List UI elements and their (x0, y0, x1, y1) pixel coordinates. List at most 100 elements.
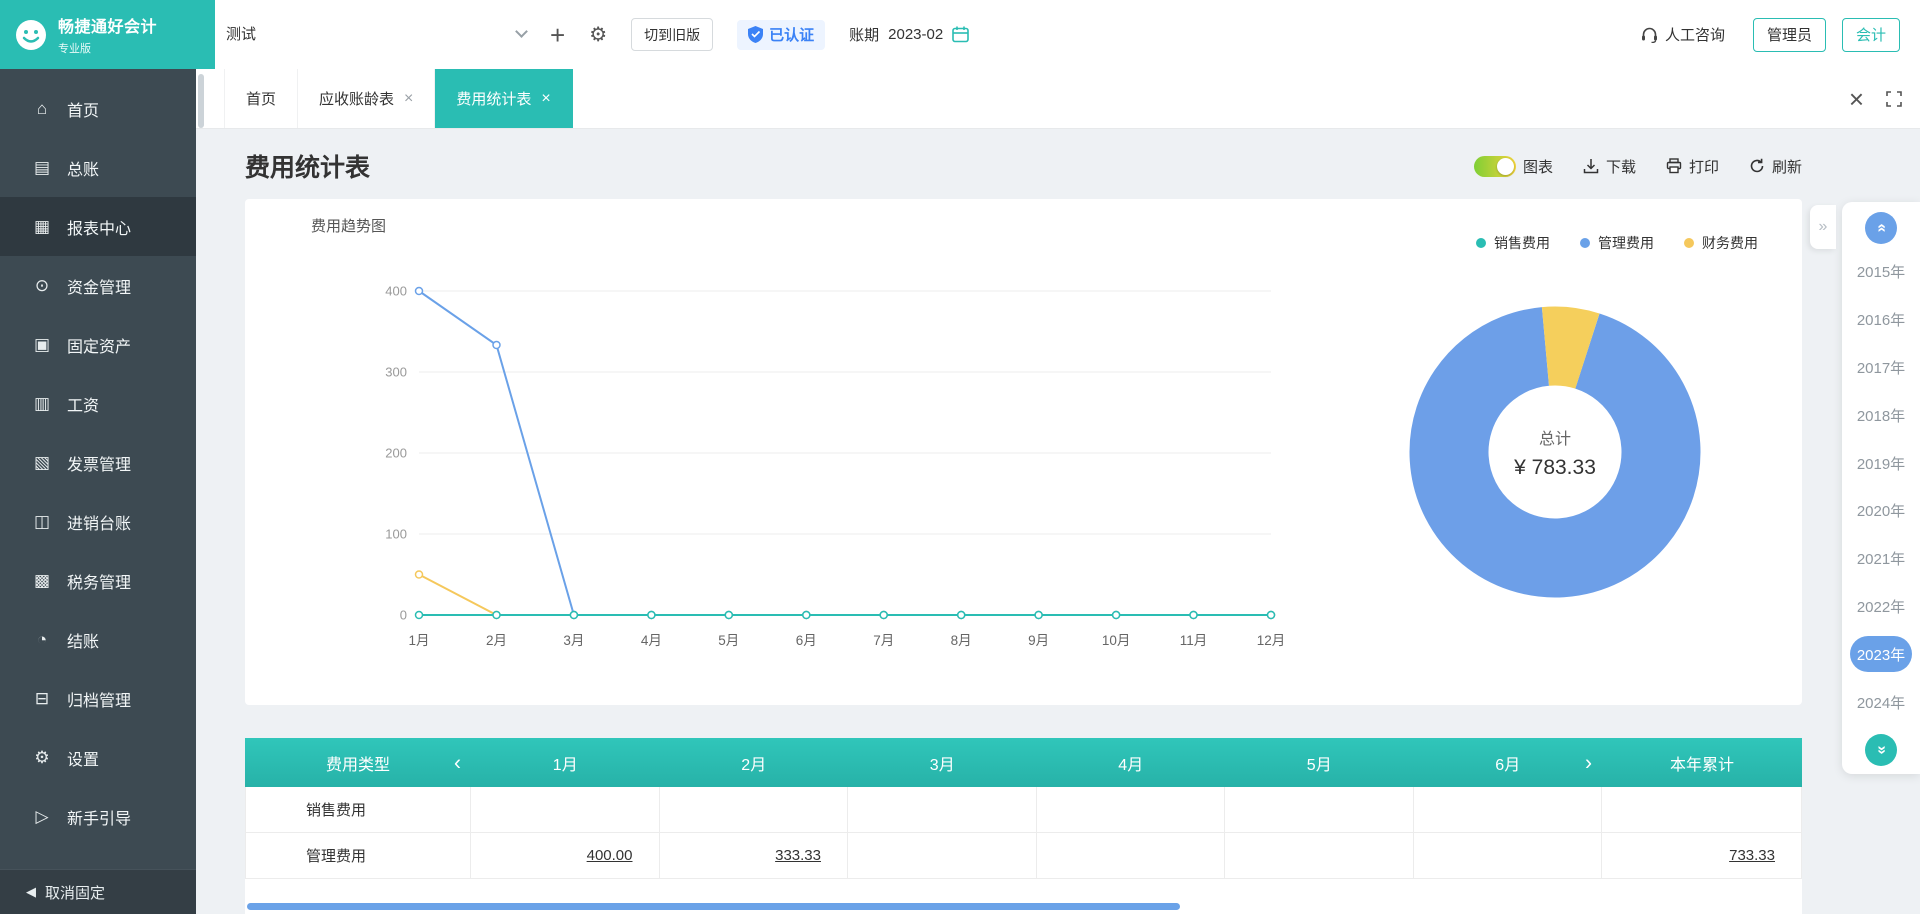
sidebar-item-home[interactable]: ⌂ 首页 (0, 79, 196, 138)
svg-text:8月: 8月 (951, 633, 972, 648)
print-label: 打印 (1688, 158, 1719, 176)
sidebar-item-label: 结账 (67, 633, 100, 651)
download-button[interactable]: 下载 (1583, 156, 1636, 177)
accountant-button[interactable]: 会计 (1841, 17, 1900, 52)
next-months-icon[interactable]: › (1585, 751, 1592, 774)
table-cell (471, 787, 660, 833)
sidebar-item-archive[interactable]: ⊟ 归档管理 (0, 669, 196, 728)
year-item-2024[interactable]: 2024年 (1856, 694, 1906, 712)
prev-months-icon[interactable]: ‹ (454, 751, 461, 774)
tab-home[interactable]: 首页 (224, 69, 299, 128)
manual-consult-button[interactable]: 人工咨询 (1641, 24, 1725, 45)
column-header-label: 费用类型 (325, 756, 390, 774)
svg-text:400: 400 (385, 284, 407, 299)
legend-item[interactable]: 销售费用 (1476, 233, 1550, 253)
sidebar-item-invoice[interactable]: ▧ 发票管理 (0, 433, 196, 492)
column-header-label: 2月 (741, 756, 767, 774)
column-header-label: 6月 (1495, 756, 1521, 774)
logo-icon (13, 17, 49, 53)
column-header: 2月 (660, 738, 849, 787)
sidebar-item-label: 工资 (67, 397, 100, 415)
guide-icon: ▷ (35, 806, 49, 826)
expense-table: 费用类型 ‹ 1月 2月 3月 4月 5月 6月 › 本年累计 销售费用 管理费用 400.00 333… (245, 738, 1802, 914)
expense-trend-chart: 0 100 200 300 400 1月 2月 3月 4月 5月 6月 7月 8月 9月 10月 11月 12月 (385, 284, 1285, 649)
svg-text:2月: 2月 (486, 633, 507, 648)
year-scroll-down-button[interactable]: » (1865, 734, 1897, 766)
account-set-select[interactable]: 测试 (226, 23, 528, 46)
tab-expense-statistics[interactable]: 费用统计表 × (435, 69, 573, 128)
sidebar-item-settings[interactable]: ⚙ 设置 (0, 728, 196, 787)
year-item-2016[interactable]: 2016年 (1856, 312, 1906, 330)
sidebar-item-fixed-assets[interactable]: ▣ 固定资产 (0, 315, 196, 374)
table-cell (1602, 787, 1802, 833)
sidebar-item-tax[interactable]: ▩ 税务管理 (0, 551, 196, 610)
logo-title: 畅捷通好会计 (58, 19, 158, 36)
sidebar-item-label: 税务管理 (67, 574, 132, 592)
report-icon: ▦ (33, 216, 51, 236)
sidebar-item-label: 发票管理 (67, 456, 132, 474)
year-item-2023[interactable]: 2023年 (1850, 636, 1912, 673)
expense-donut-chart (1409, 306, 1701, 598)
period-value[interactable]: 2023-02 (888, 26, 944, 43)
sidebar-item-label: 报表中心 (67, 220, 132, 238)
year-item-2015[interactable]: 2015年 (1856, 264, 1906, 282)
column-header-label: 5月 (1306, 756, 1332, 774)
print-button[interactable]: 打印 (1666, 156, 1719, 177)
tax-icon: ▩ (33, 570, 51, 590)
sidebar-item-purchase-sale[interactable]: ◫ 进销台账 (0, 492, 196, 551)
year-item-2020[interactable]: 2020年 (1856, 503, 1906, 521)
sidebar-item-general-ledger[interactable]: ▤ 总账 (0, 138, 196, 197)
year-panel-collapse-handle[interactable]: » (1810, 205, 1836, 249)
close-tabs-icon[interactable]: × (1848, 83, 1864, 114)
sidebar-item-guide[interactable]: ▷ 新手引导 (0, 787, 196, 846)
switch-old-version-button[interactable]: 切到旧版 (631, 18, 714, 51)
sidebar-item-label: 归档管理 (67, 692, 132, 710)
gear-icon[interactable]: ⚙ (589, 23, 608, 46)
refresh-button[interactable]: 刷新 (1749, 156, 1802, 177)
chart-toggle-switch[interactable] (1473, 155, 1516, 177)
close-tab-icon[interactable]: × (541, 89, 551, 107)
sidebar-item-label: 进销台账 (67, 515, 132, 533)
year-scroll-up-button[interactable]: « (1865, 212, 1897, 244)
legend-item[interactable]: 管理费用 (1580, 233, 1654, 253)
fullscreen-icon[interactable] (1886, 90, 1902, 107)
purchase-sale-icon: ◫ (33, 511, 51, 531)
table-cell (1225, 787, 1414, 833)
year-item-2017[interactable]: 2017年 (1856, 359, 1906, 377)
svg-text:200: 200 (385, 446, 407, 461)
year-item-2022[interactable]: 2022年 (1856, 598, 1906, 616)
tab-label: 应收账龄表 (319, 91, 395, 108)
calendar-icon[interactable] (952, 26, 970, 43)
chart-legend: 销售费用 管理费用 财务费用 (1476, 233, 1758, 253)
expense-value-link[interactable]: 400.00 (586, 847, 633, 864)
add-account-set-icon[interactable]: + (550, 19, 566, 50)
year-item-2018[interactable]: 2018年 (1856, 407, 1906, 425)
horizontal-scrollbar-thumb[interactable] (247, 903, 1180, 910)
sidebar-item-report-center[interactable]: ▦ 报表中心 (0, 197, 196, 256)
period-label: 账期 (849, 27, 880, 44)
table-cell: 733.33 (1602, 833, 1802, 879)
sidebar-item-closing[interactable]: ◔ 结账 (0, 610, 196, 669)
tab-receivable-aging[interactable]: 应收账龄表 × (298, 69, 436, 128)
certified-badge[interactable]: 已认证 (737, 19, 826, 50)
sidebar: ⌂ 首页 ▤ 总账 ▦ 报表中心 ⊙ 资金管理 ▣ 固定资产 ▥ 工资 ▧ 发票管理 ◫ 进销台账 ▩ 税务管理 ◔… (0, 0, 196, 914)
table-cell (659, 787, 848, 833)
admin-button[interactable]: 管理员 (1752, 17, 1826, 52)
legend-label: 管理费用 (1598, 235, 1654, 251)
legend-item[interactable]: 财务费用 (1684, 233, 1758, 253)
expense-value-link[interactable]: 733.33 (1729, 847, 1775, 864)
sidebar-item-funds[interactable]: ⊙ 资金管理 (0, 256, 196, 315)
sidebar-item-payroll[interactable]: ▥ 工资 (0, 374, 196, 433)
sidebar-item-haoshengyi[interactable]: ◇好生意 (0, 846, 196, 870)
year-item-2021[interactable]: 2021年 (1856, 551, 1906, 569)
year-item-2019[interactable]: 2019年 (1856, 455, 1906, 473)
sidebar-scrollbar[interactable] (198, 74, 204, 128)
expense-value-link[interactable]: 333.33 (775, 847, 821, 864)
close-tab-icon[interactable]: × (404, 89, 414, 107)
consult-label: 人工咨询 (1664, 27, 1725, 44)
svg-text:5月: 5月 (718, 633, 739, 648)
shield-icon (748, 26, 764, 43)
unpin-button[interactable]: ◀ 取消固定 (0, 869, 196, 914)
refresh-icon (1749, 158, 1765, 174)
svg-text:7月: 7月 (873, 633, 894, 648)
